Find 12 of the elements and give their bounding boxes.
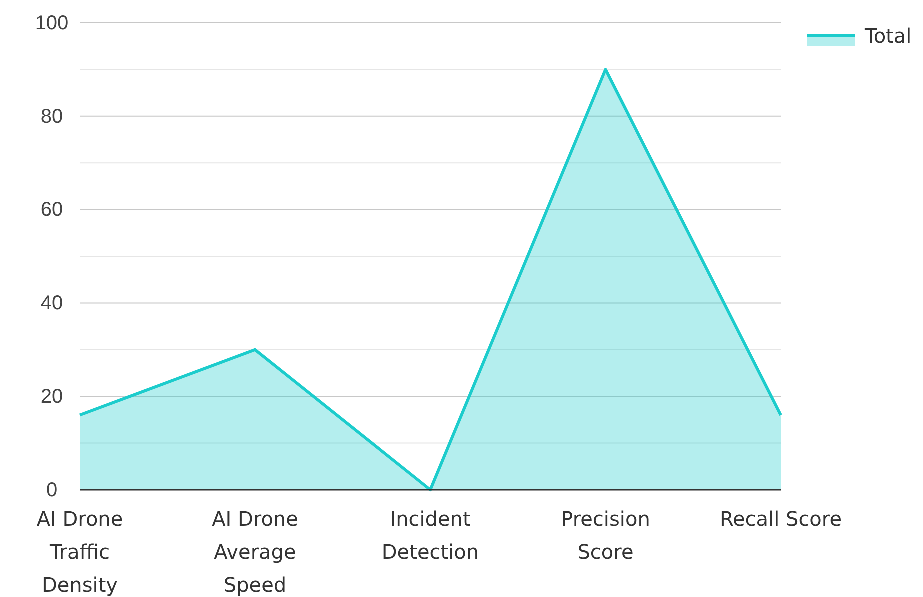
- y-tick-label: 0: [46, 479, 58, 502]
- y-tick-label: 100: [35, 12, 69, 34]
- x-tick-label: AI Drone Average Speed: [212, 507, 298, 597]
- y-tick-label: 40: [40, 292, 64, 315]
- x-tick-label: Precision Score: [561, 507, 650, 564]
- y-tick-label: 20: [40, 386, 64, 408]
- y-tick-label: 80: [40, 106, 64, 128]
- x-tick-label: AI Drone Traffic Density: [36, 507, 124, 597]
- x-tick-label: Recall Score: [720, 507, 842, 531]
- y-tick-label: 60: [40, 199, 64, 222]
- legend-label: Total: [864, 24, 912, 48]
- x-tick-label: Incident Detection: [382, 507, 480, 564]
